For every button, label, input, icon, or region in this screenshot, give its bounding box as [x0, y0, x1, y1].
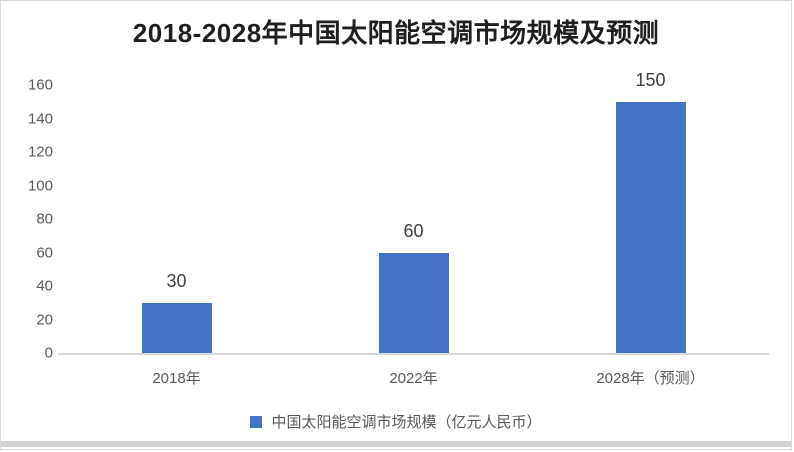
y-axis-tick-label: 80 — [36, 210, 53, 228]
bar-value-label: 60 — [403, 220, 424, 241]
bar-value-label: 150 — [635, 69, 666, 90]
bar — [378, 252, 449, 353]
bar — [141, 302, 212, 353]
y-axis-tick-label: 120 — [27, 143, 53, 161]
legend: 中国太阳能空调市场规模（亿元人民币） — [1, 411, 791, 432]
bar-value-label: 30 — [166, 270, 187, 291]
bar-group: 150 2028年（预测） — [532, 70, 769, 387]
y-axis-tick-label: 160 — [27, 76, 53, 94]
y-axis-tick-label: 20 — [36, 311, 53, 328]
bar — [615, 101, 686, 353]
legend-label: 中国太阳能空调市场规模（亿元人民币） — [271, 414, 542, 431]
x-axis-label: 2028年（预测） — [596, 370, 705, 387]
y-axis-tick-label: 40 — [36, 277, 53, 295]
bar-group: 30 2018年 — [58, 85, 295, 387]
y-axis-tick-label: 0 — [44, 344, 53, 362]
x-axis-label: 2022年 — [389, 370, 438, 387]
x-axis-label: 2018年 — [152, 370, 201, 387]
legend-swatch-icon — [250, 415, 263, 428]
y-axis-tick-label: 100 — [27, 177, 53, 194]
chart-title: 2018-2028年中国太阳能空调市场规模及预测 — [132, 18, 660, 48]
y-axis-tick-label: 140 — [27, 110, 53, 127]
plot-area: 30 2018年 60 2022年 150 2028年（预测） — [58, 70, 769, 387]
bottom-shadow — [1, 441, 791, 447]
y-axis-tick-label: 60 — [36, 244, 53, 261]
bar-group: 60 2022年 — [295, 85, 532, 387]
